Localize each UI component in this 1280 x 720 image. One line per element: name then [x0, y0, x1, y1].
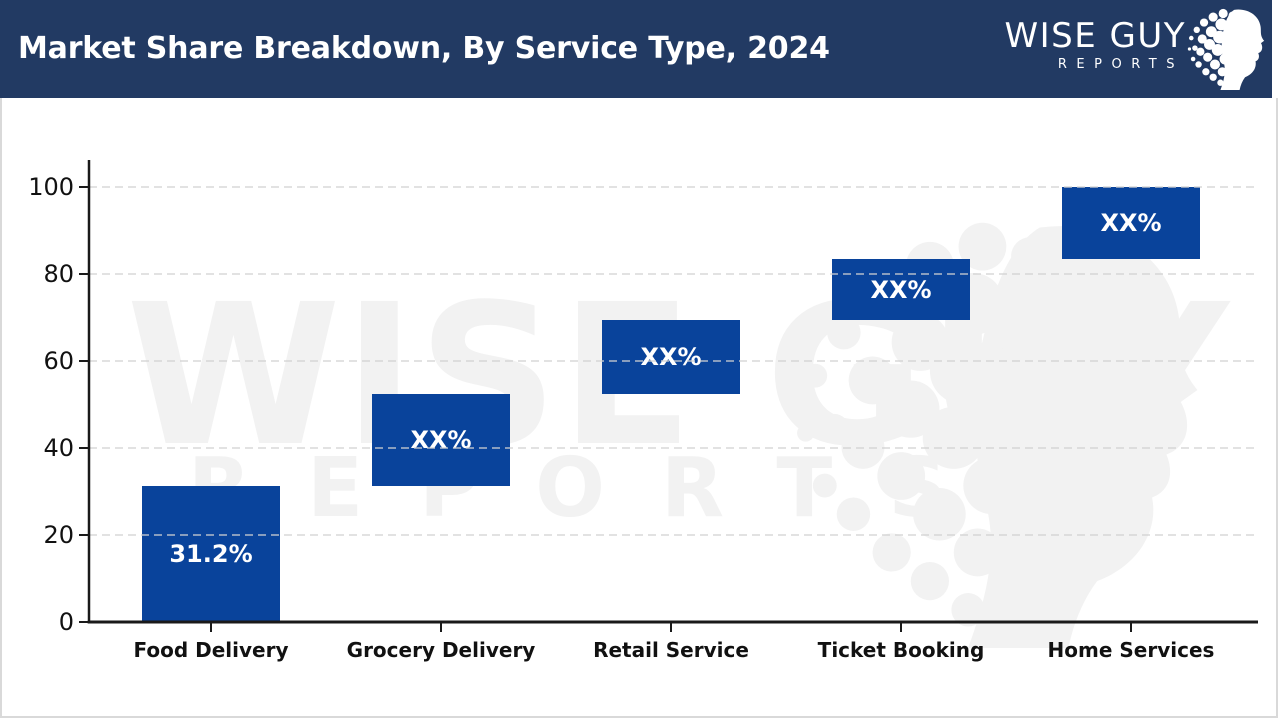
- logo-wordmark: WISE GUY: [1004, 16, 1186, 56]
- bar-value-label: XX%: [640, 343, 702, 372]
- bar-grocery-delivery: XX%: [372, 394, 510, 487]
- wise-guy-logo: WISE GUY REPORTS: [1004, 8, 1264, 92]
- frame-border-right: [1276, 98, 1278, 716]
- frame-border-left: [0, 98, 2, 718]
- header-bar: Market Share Breakdown, By Service Type,…: [0, 0, 1272, 98]
- bar-value-label: 31.2%: [169, 540, 253, 569]
- bar-food-delivery: 31.2%: [142, 486, 280, 622]
- bar-value-label: XX%: [870, 275, 932, 304]
- bar-home-services: XX%: [1062, 187, 1200, 260]
- x-tick-label-ticket-booking: Ticket Booking: [817, 638, 985, 662]
- x-tick-label-food-delivery: Food Delivery: [133, 638, 289, 662]
- y-tick-label-40: 40: [43, 434, 74, 462]
- y-tick-label-20: 20: [43, 521, 74, 549]
- y-tick-label-0: 0: [58, 608, 74, 636]
- y-tick-label-80: 80: [43, 260, 74, 288]
- y-tick-label-60: 60: [43, 347, 74, 375]
- x-tick-label-retail-service: Retail Service: [593, 638, 749, 662]
- bar-value-label: XX%: [410, 426, 472, 455]
- x-tick-label-home-services: Home Services: [1047, 638, 1215, 662]
- logo-subtitle: REPORTS: [1057, 57, 1184, 72]
- bar-ticket-booking: XX%: [832, 259, 970, 321]
- logo-text: WISE GUY REPORTS: [1004, 18, 1186, 72]
- bar-value-label: XX%: [1100, 209, 1162, 238]
- y-tick-label-100: 100: [28, 173, 74, 201]
- logo-dotted-face-icon: [1182, 8, 1268, 90]
- chart-title: Market Share Breakdown, By Service Type,…: [18, 31, 830, 66]
- frame-border-bottom: [0, 716, 1278, 718]
- x-tick-label-grocery-delivery: Grocery Delivery: [346, 638, 536, 662]
- bar-retail-service: XX%: [602, 320, 740, 395]
